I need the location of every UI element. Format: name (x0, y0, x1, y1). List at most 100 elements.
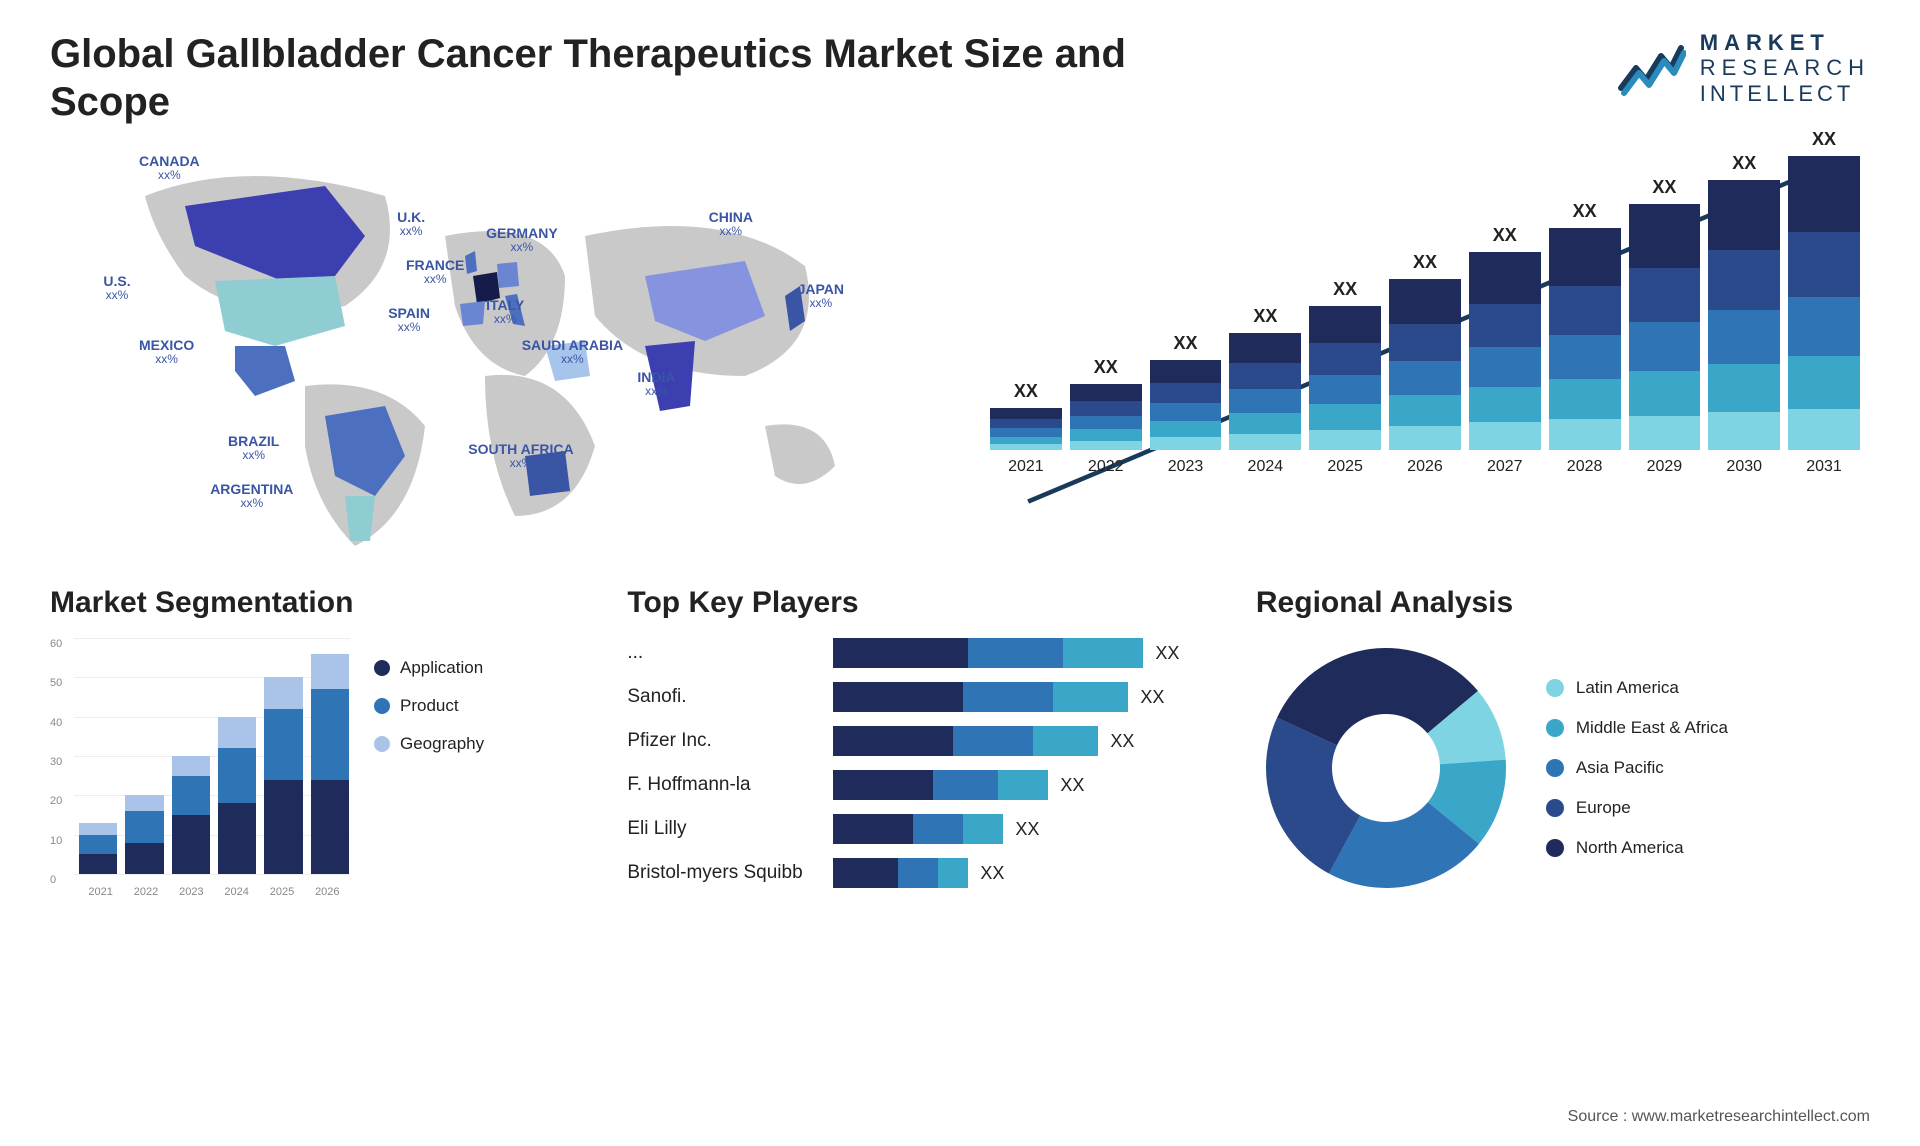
player-bar-seg (938, 858, 968, 888)
growth-year-label: 2024 (1248, 458, 1284, 476)
seg-bar-seg (218, 717, 256, 748)
growth-seg (1708, 250, 1780, 309)
growth-value-label: XX (1174, 333, 1198, 354)
growth-seg (1150, 437, 1222, 450)
seg-col-2025 (264, 677, 302, 874)
map-label-saudi-arabia: SAUDI ARABIAxx% (522, 338, 623, 367)
growth-seg (1469, 347, 1541, 387)
growth-seg (1788, 356, 1860, 409)
growth-col-2031: XX2031 (1788, 129, 1860, 476)
player-label: Bristol-myers Squibb (627, 858, 817, 888)
growth-seg (990, 437, 1062, 445)
growth-value-label: XX (1573, 201, 1597, 222)
seg-ytick: 40 (50, 717, 62, 729)
growth-year-label: 2029 (1647, 458, 1683, 476)
logo-line3: INTELLECT (1700, 81, 1870, 106)
growth-seg (1469, 422, 1541, 450)
growth-seg (1469, 304, 1541, 348)
seg-xtick: 2026 (315, 886, 339, 898)
regional-title: Regional Analysis (1256, 586, 1870, 620)
growth-value-label: XX (1253, 306, 1277, 327)
player-value-label: XX (1140, 687, 1164, 708)
region-legend-label: Middle East & Africa (1576, 718, 1728, 738)
growth-col-2025: XX2025 (1309, 279, 1381, 476)
player-bar-seg (933, 770, 998, 800)
growth-seg (1788, 409, 1860, 450)
region-legend-label: Latin America (1576, 678, 1679, 698)
legend-dot-icon (374, 660, 390, 676)
page-title: Global Gallbladder Cancer Therapeutics M… (50, 30, 1150, 126)
segmentation-chart: 0102030405060202120222023202420252026 (50, 638, 350, 898)
legend-dot-icon (1546, 679, 1564, 697)
growth-value-label: XX (1014, 381, 1038, 402)
seg-bar-seg (172, 756, 210, 776)
growth-seg (990, 408, 1062, 419)
player-row: XX (833, 638, 1216, 668)
growth-seg (1549, 335, 1621, 379)
seg-ytick: 0 (50, 874, 56, 886)
growth-col-2027: XX2027 (1469, 225, 1541, 476)
player-bar-seg (963, 682, 1053, 712)
seg-bar-seg (264, 677, 302, 708)
region-legend-item: Middle East & Africa (1546, 718, 1728, 738)
growth-value-label: XX (1333, 279, 1357, 300)
map-label-mexico: MEXICOxx% (139, 338, 194, 367)
seg-legend-label: Product (400, 696, 459, 716)
player-label: F. Hoffmann-la (627, 770, 817, 800)
player-bar-seg (833, 814, 913, 844)
map-label-germany: GERMANYxx% (486, 226, 558, 255)
player-value-label: XX (1155, 643, 1179, 664)
brand-logo: MARKET RESEARCH INTELLECT (1616, 30, 1870, 106)
country-usa (215, 276, 345, 346)
seg-bar-seg (125, 811, 163, 842)
growth-seg (1070, 401, 1142, 416)
map-label-brazil: BRAZILxx% (228, 434, 279, 463)
player-bar-seg (998, 770, 1048, 800)
region-legend-item: Asia Pacific (1546, 758, 1728, 778)
seg-xtick: 2021 (88, 886, 112, 898)
segmentation-legend: ApplicationProductGeography (374, 638, 484, 898)
growth-seg (1389, 279, 1461, 323)
growth-value-label: XX (1732, 153, 1756, 174)
growth-seg (1309, 430, 1381, 450)
growth-seg (990, 419, 1062, 428)
growth-seg (1150, 360, 1222, 383)
player-label: ... (627, 638, 817, 668)
growth-seg (1150, 421, 1222, 437)
player-row: XX (833, 858, 1216, 888)
seg-col-2023 (172, 756, 210, 874)
seg-bar-seg (264, 780, 302, 874)
growth-year-label: 2026 (1407, 458, 1443, 476)
seg-bar-seg (172, 815, 210, 874)
legend-dot-icon (1546, 719, 1564, 737)
growth-seg (1629, 371, 1701, 415)
map-label-japan: JAPANxx% (798, 282, 844, 311)
growth-year-label: 2031 (1806, 458, 1842, 476)
growth-col-2026: XX 2026 (1389, 252, 1461, 476)
growth-year-label: 2022 (1088, 458, 1124, 476)
seg-legend-label: Geography (400, 734, 484, 754)
growth-seg (1229, 413, 1301, 434)
seg-bar-seg (218, 748, 256, 803)
seg-bar-seg (125, 795, 163, 811)
growth-seg (1389, 324, 1461, 362)
growth-seg (1788, 232, 1860, 297)
growth-seg (1469, 252, 1541, 303)
growth-seg (1309, 404, 1381, 430)
legend-dot-icon (1546, 839, 1564, 857)
country-spain (460, 301, 485, 326)
growth-year-label: 2023 (1168, 458, 1204, 476)
growth-value-label: XX (1413, 252, 1437, 273)
seg-bar-seg (79, 835, 117, 855)
seg-col-2021 (79, 823, 117, 874)
key-players-title: Top Key Players (627, 586, 1216, 620)
growth-seg (1629, 204, 1701, 268)
region-legend-item: North America (1546, 838, 1728, 858)
seg-bar-seg (125, 843, 163, 874)
seg-bar-seg (218, 803, 256, 874)
player-bar-seg (953, 726, 1033, 756)
map-label-india: INDIAxx% (637, 370, 675, 399)
growth-seg (1309, 306, 1381, 343)
growth-seg (1389, 395, 1461, 426)
seg-ytick: 20 (50, 795, 62, 807)
